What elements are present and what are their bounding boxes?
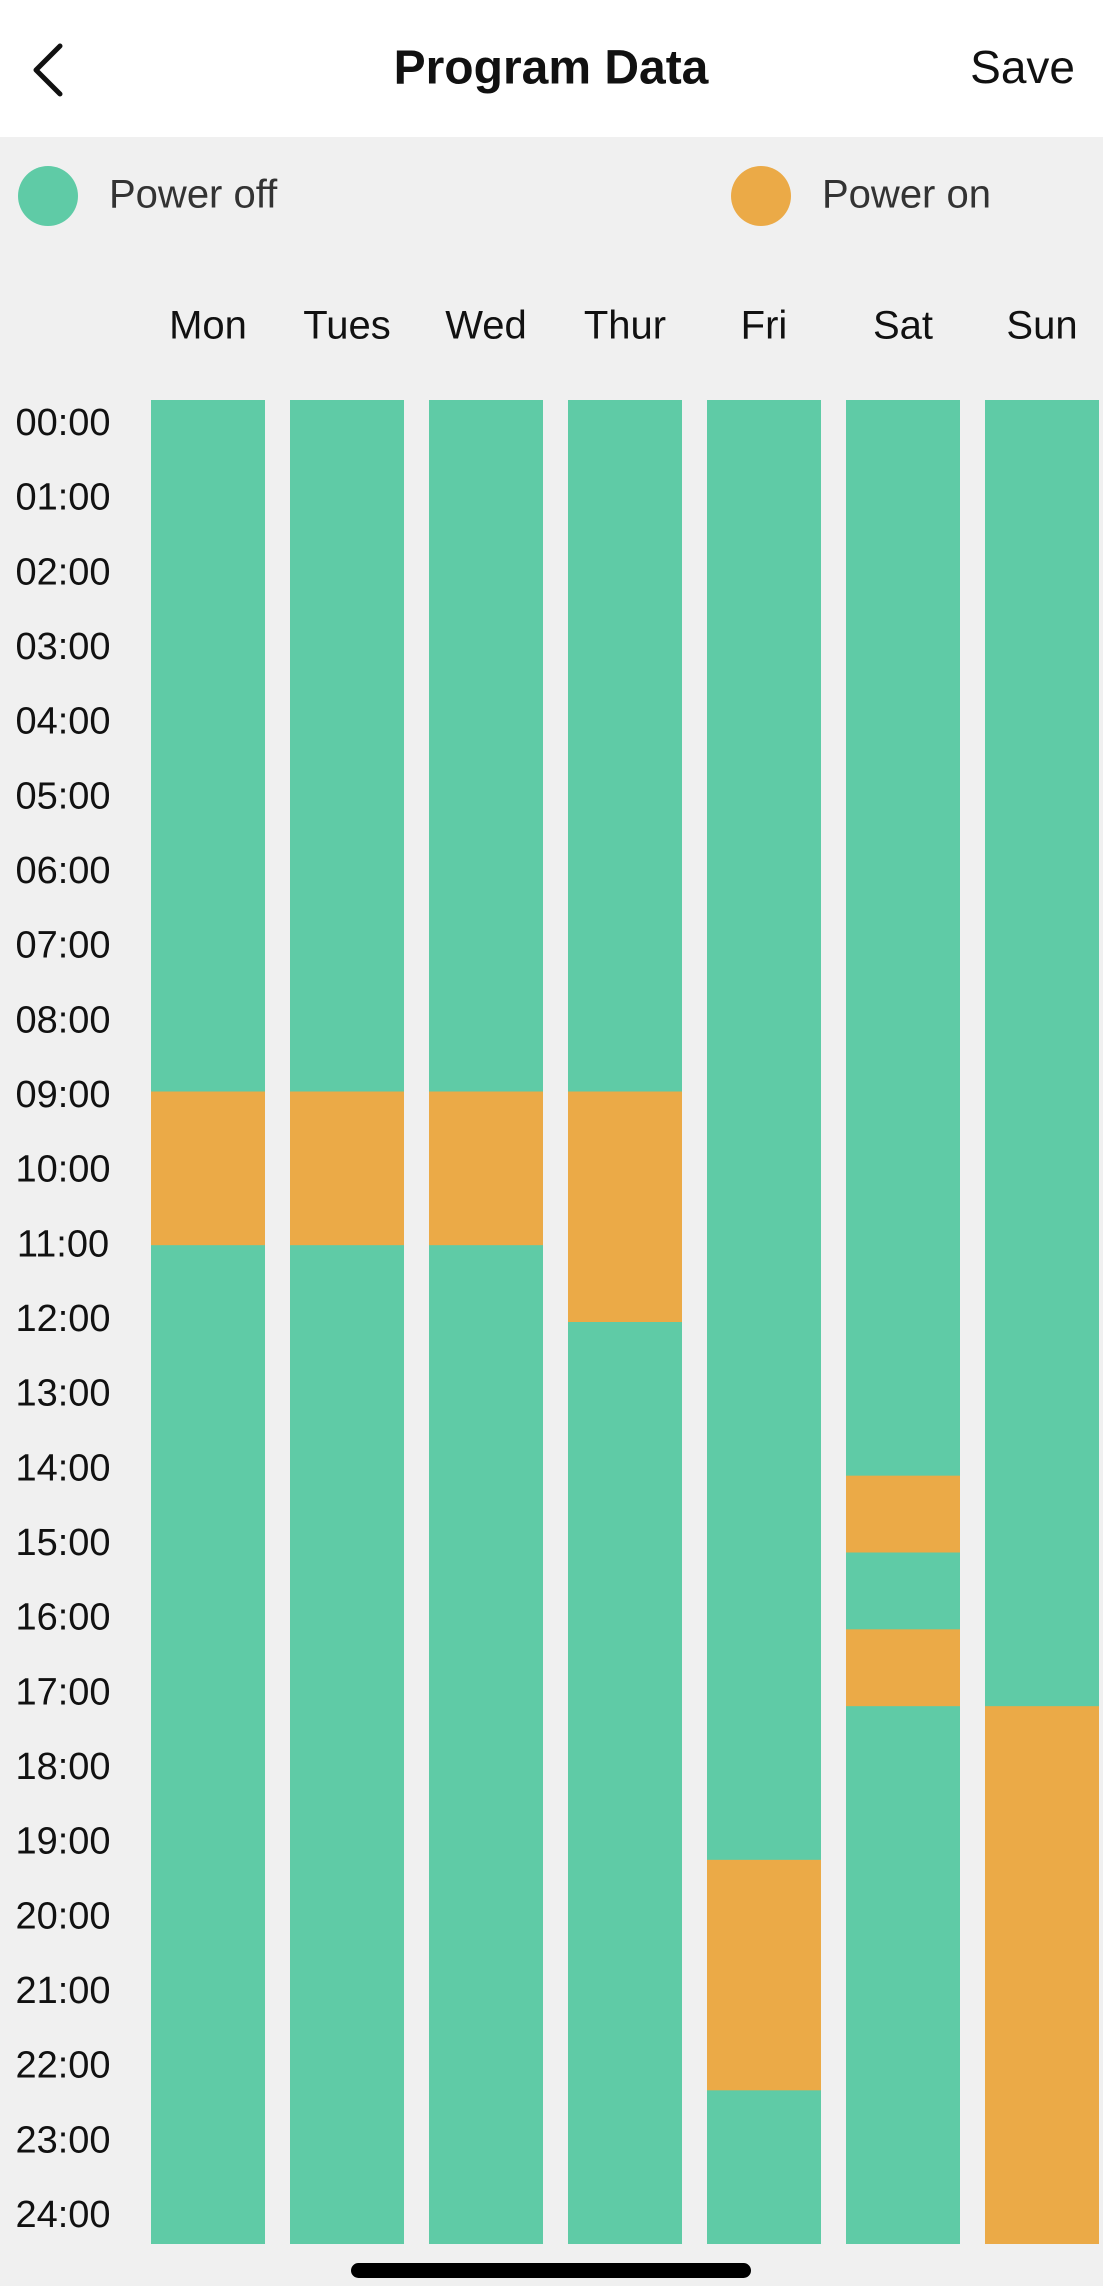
time-label: 14:00 xyxy=(15,1447,110,1489)
time-label: 13:00 xyxy=(15,1373,110,1415)
time-label: 09:00 xyxy=(15,1074,110,1116)
time-label: 03:00 xyxy=(15,626,110,668)
day-label: Thur xyxy=(584,304,666,348)
time-label: 22:00 xyxy=(15,2045,110,2087)
day-column xyxy=(151,400,265,2244)
time-label: 07:00 xyxy=(15,925,110,967)
day-label: Tues xyxy=(303,304,390,348)
power-on-segment xyxy=(846,1629,960,1707)
header-bar xyxy=(0,0,1103,137)
back-button[interactable] xyxy=(33,43,63,97)
day-label: Fri xyxy=(741,304,788,348)
legend-swatch xyxy=(18,166,78,226)
time-label: 06:00 xyxy=(15,850,110,892)
time-label: 23:00 xyxy=(15,2119,110,2161)
time-label: 01:00 xyxy=(15,477,110,519)
time-label: 04:00 xyxy=(15,701,110,743)
save-button[interactable]: Save xyxy=(970,41,1075,93)
day-column xyxy=(846,400,960,2244)
day-label: Sat xyxy=(873,304,933,348)
time-label: 20:00 xyxy=(15,1895,110,1937)
power-on-segment xyxy=(985,1706,1099,2244)
time-label: 16:00 xyxy=(15,1597,110,1639)
day-label: Mon xyxy=(169,304,247,348)
time-label: 19:00 xyxy=(15,1821,110,1863)
time-label: 00:00 xyxy=(15,402,110,444)
title: Program Data xyxy=(394,42,709,95)
time-label: 05:00 xyxy=(15,775,110,817)
time-label: 24:00 xyxy=(15,2194,110,2236)
legend-label: Power off xyxy=(109,173,278,217)
legend-swatch xyxy=(731,166,791,226)
day-label: Wed xyxy=(445,304,527,348)
day-label: Sun xyxy=(1006,304,1077,348)
power-on-segment xyxy=(290,1091,404,1246)
time-label: 08:00 xyxy=(15,999,110,1041)
power-on-segment xyxy=(568,1091,682,1322)
day-column xyxy=(290,400,404,2244)
time-label: 02:00 xyxy=(15,551,110,593)
time-label: 11:00 xyxy=(17,1223,109,1265)
time-label: 10:00 xyxy=(15,1149,110,1191)
power-on-segment xyxy=(429,1091,543,1246)
legend-label: Power on xyxy=(822,173,991,217)
time-label: 17:00 xyxy=(15,1671,110,1713)
time-label: 12:00 xyxy=(15,1298,110,1340)
day-column xyxy=(429,400,543,2244)
time-label: 15:00 xyxy=(15,1522,110,1564)
power-on-segment xyxy=(846,1475,960,1553)
time-label: 21:00 xyxy=(15,1970,110,2012)
power-on-segment xyxy=(707,1859,821,2091)
power-on-segment xyxy=(151,1091,265,1246)
home-indicator xyxy=(351,2263,751,2278)
time-label: 18:00 xyxy=(15,1746,110,1788)
